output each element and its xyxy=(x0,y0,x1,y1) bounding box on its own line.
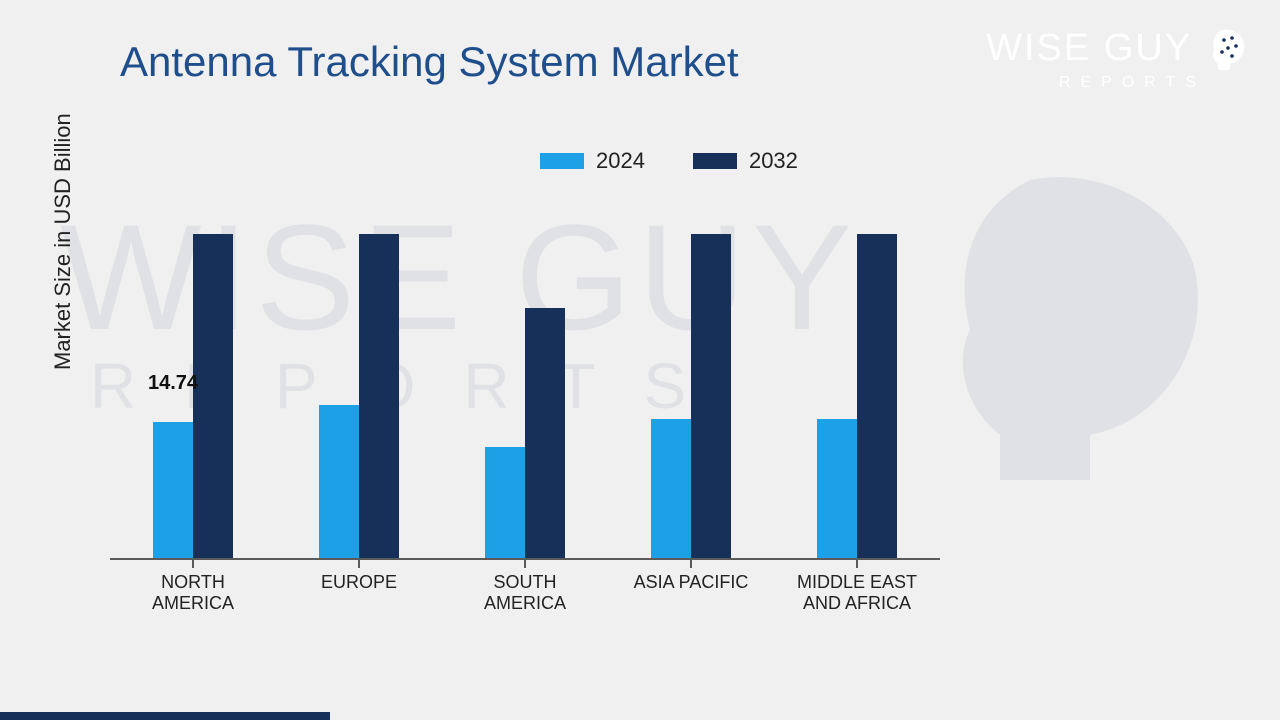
bar xyxy=(319,405,359,558)
bar xyxy=(359,234,399,558)
bar-group: SOUTH AMERICA xyxy=(442,190,608,558)
category-label: MIDDLE EAST AND AFRICA xyxy=(792,572,922,613)
bar xyxy=(485,447,525,558)
legend: 2024 2032 xyxy=(540,148,798,174)
bar xyxy=(153,422,193,558)
legend-swatch-2024 xyxy=(540,153,584,169)
x-tick xyxy=(358,558,360,568)
legend-label-2024: 2024 xyxy=(596,148,645,174)
x-tick xyxy=(690,558,692,568)
category-label: ASIA PACIFIC xyxy=(626,572,756,593)
bar-groups: 14.74NORTH AMERICAEUROPESOUTH AMERICAASI… xyxy=(110,190,940,558)
chart-canvas: WISE GUY REPORTS WISE GUY REPORTS Antenn… xyxy=(0,0,1280,720)
bar xyxy=(193,234,233,558)
bar-group: EUROPE xyxy=(276,190,442,558)
legend-item-2024: 2024 xyxy=(540,148,645,174)
category-label: EUROPE xyxy=(294,572,424,593)
brain-head-icon xyxy=(1210,28,1250,72)
brand-panel xyxy=(970,0,1280,720)
legend-label-2032: 2032 xyxy=(749,148,798,174)
bar xyxy=(525,308,565,558)
bar xyxy=(691,234,731,558)
brand-name: WISE GUY xyxy=(986,28,1250,72)
bar xyxy=(651,419,691,558)
category-label: SOUTH AMERICA xyxy=(460,572,590,613)
x-tick xyxy=(524,558,526,568)
bar xyxy=(857,234,897,558)
x-tick xyxy=(192,558,194,568)
bar-group: MIDDLE EAST AND AFRICA xyxy=(774,190,940,558)
bottom-accent-bar xyxy=(0,712,330,720)
bar-group: 14.74NORTH AMERICA xyxy=(110,190,276,558)
brand-logo: WISE GUY REPORTS xyxy=(986,28,1250,92)
legend-item-2032: 2032 xyxy=(693,148,798,174)
chart-title: Antenna Tracking System Market xyxy=(120,38,739,86)
bar xyxy=(817,419,857,558)
category-label: NORTH AMERICA xyxy=(128,572,258,613)
value-label: 14.74 xyxy=(148,372,198,395)
plot-area: 14.74NORTH AMERICAEUROPESOUTH AMERICAASI… xyxy=(110,190,940,560)
y-axis-label: Market Size in USD Billion xyxy=(50,113,76,370)
legend-swatch-2032 xyxy=(693,153,737,169)
bar-group: ASIA PACIFIC xyxy=(608,190,774,558)
x-tick xyxy=(856,558,858,568)
brand-name-text: WISE GUY xyxy=(986,27,1191,69)
brand-sub: REPORTS xyxy=(986,74,1206,92)
